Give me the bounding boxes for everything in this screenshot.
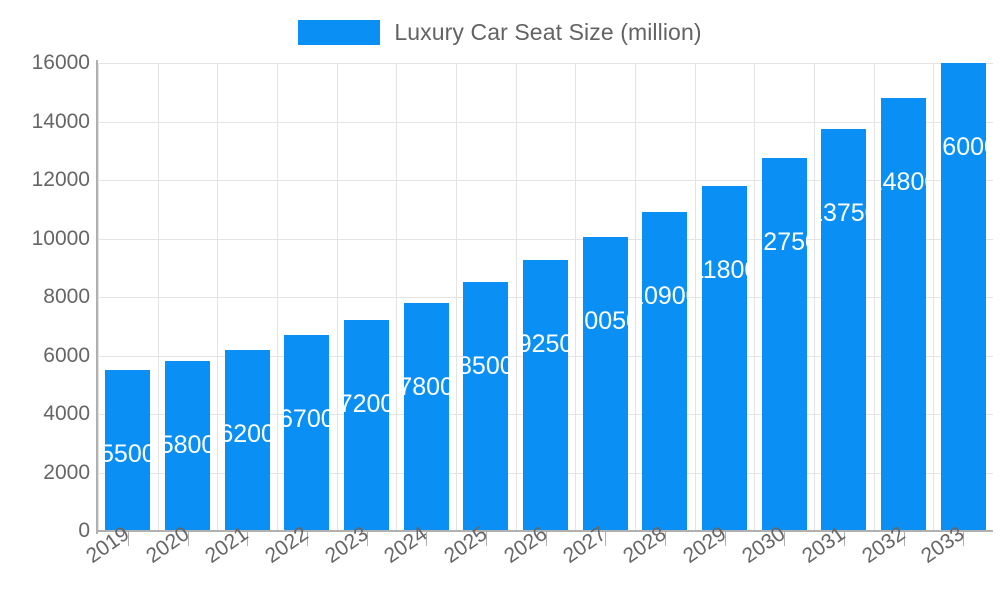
- legend-swatch: [298, 19, 381, 45]
- bar-value-label: 13750: [821, 198, 866, 227]
- gridline-vertical: [635, 63, 636, 531]
- bar-2031[interactable]: 13750: [821, 128, 867, 531]
- x-axis-line: [96, 530, 993, 532]
- bar-value-label: 6200: [224, 419, 270, 448]
- gridline-vertical: [158, 63, 159, 531]
- gridline-vertical: [933, 63, 934, 531]
- x-axis-tick: [725, 532, 726, 546]
- bar-value-label: 11800: [702, 255, 747, 284]
- gridline-horizontal: [98, 180, 993, 181]
- gridline-vertical: [396, 63, 397, 531]
- y-axis-tick-label: 10000: [31, 226, 90, 250]
- gridline-vertical: [874, 63, 875, 531]
- bar-value-label: 6700: [284, 405, 330, 434]
- bar-value-label: 5800: [165, 431, 210, 460]
- bar-value-label: 10900: [642, 282, 687, 311]
- x-axis-tick: [426, 532, 427, 546]
- bar-2026[interactable]: 9250: [523, 260, 568, 531]
- bar-2020[interactable]: 5800: [165, 361, 210, 531]
- x-axis-tick: [665, 532, 666, 546]
- bar-2032[interactable]: 14800: [881, 98, 926, 531]
- bar-value-label: 14800: [881, 168, 926, 197]
- gridline-vertical: [575, 63, 576, 531]
- bar-2021[interactable]: 6200: [224, 349, 270, 531]
- x-axis-tick: [128, 532, 129, 546]
- y-axis-tick-label: 2000: [43, 460, 90, 484]
- gridline-vertical: [217, 63, 218, 531]
- legend-label: Luxury Car Seat Size (million): [394, 18, 702, 45]
- x-axis-tick: [367, 532, 368, 546]
- gridline-vertical: [277, 63, 278, 531]
- x-axis-tick: [963, 532, 964, 546]
- bar-value-label: 7200: [344, 390, 389, 419]
- bar-value-label: 7800: [403, 372, 449, 401]
- y-axis-labels: 0 2000 4000 6000 8000 10000 12000 14000 16000: [0, 51, 90, 542]
- gridline-vertical: [456, 63, 457, 531]
- bar-value-label: 16000: [941, 133, 986, 161]
- x-axis-tick: [784, 532, 785, 546]
- bar-2028[interactable]: 10900: [642, 212, 688, 531]
- chart-legend: Luxury Car Seat Size (million): [0, 12, 1000, 52]
- bar-2030[interactable]: 12750: [761, 158, 807, 531]
- gridline-horizontal: [98, 238, 993, 240]
- plot-area: 5500 5800 6200 6700 7200 7800 8500 9250 10050 109…: [98, 63, 993, 532]
- gridline-vertical: [814, 63, 815, 531]
- bar-2025[interactable]: 8500: [463, 282, 509, 531]
- bar-2024[interactable]: 7800: [403, 302, 449, 531]
- y-axis-tick-label: 8000: [43, 285, 90, 308]
- y-axis-tick-label: 4000: [43, 402, 90, 425]
- bar-2023[interactable]: 7200: [344, 320, 389, 531]
- bar-value-label: 9250: [523, 330, 568, 359]
- bar-2027[interactable]: 10050: [582, 237, 628, 531]
- x-axis-tick: [247, 532, 248, 546]
- x-axis-tick: [605, 532, 606, 546]
- bar-value-label: 10050: [583, 307, 628, 336]
- bar-2022[interactable]: 6700: [284, 335, 330, 531]
- gridline-horizontal: [98, 121, 993, 123]
- x-axis-tick: [546, 532, 547, 546]
- x-axis-tick: [844, 532, 845, 546]
- x-axis-tick: [188, 532, 189, 546]
- y-axis-line: [96, 60, 98, 534]
- bar-value-label: 12750: [762, 228, 807, 257]
- x-axis-tick: [307, 532, 308, 546]
- y-axis-tick-label: 12000: [31, 168, 90, 191]
- bar-value-label: 8500: [463, 352, 509, 381]
- gridline-vertical: [337, 63, 338, 531]
- bar-2033[interactable]: 16000: [940, 63, 986, 531]
- y-axis-tick-label: 0: [78, 519, 90, 542]
- bar-2019[interactable]: 5500: [105, 370, 151, 531]
- y-axis-tick-label: 16000: [31, 51, 90, 74]
- bar-value-label: 5500: [105, 440, 151, 469]
- gridline-vertical: [516, 63, 517, 531]
- y-axis-tick-label: 14000: [31, 109, 90, 133]
- gridline-vertical: [695, 63, 696, 531]
- x-axis-tick: [904, 532, 905, 546]
- gridline-horizontal: [98, 63, 993, 64]
- y-axis-tick-label: 6000: [43, 343, 90, 367]
- bar-2029[interactable]: 11800: [702, 185, 747, 531]
- x-axis-tick: [486, 532, 487, 546]
- gridline-vertical: [98, 63, 99, 531]
- gridline-vertical: [754, 63, 755, 531]
